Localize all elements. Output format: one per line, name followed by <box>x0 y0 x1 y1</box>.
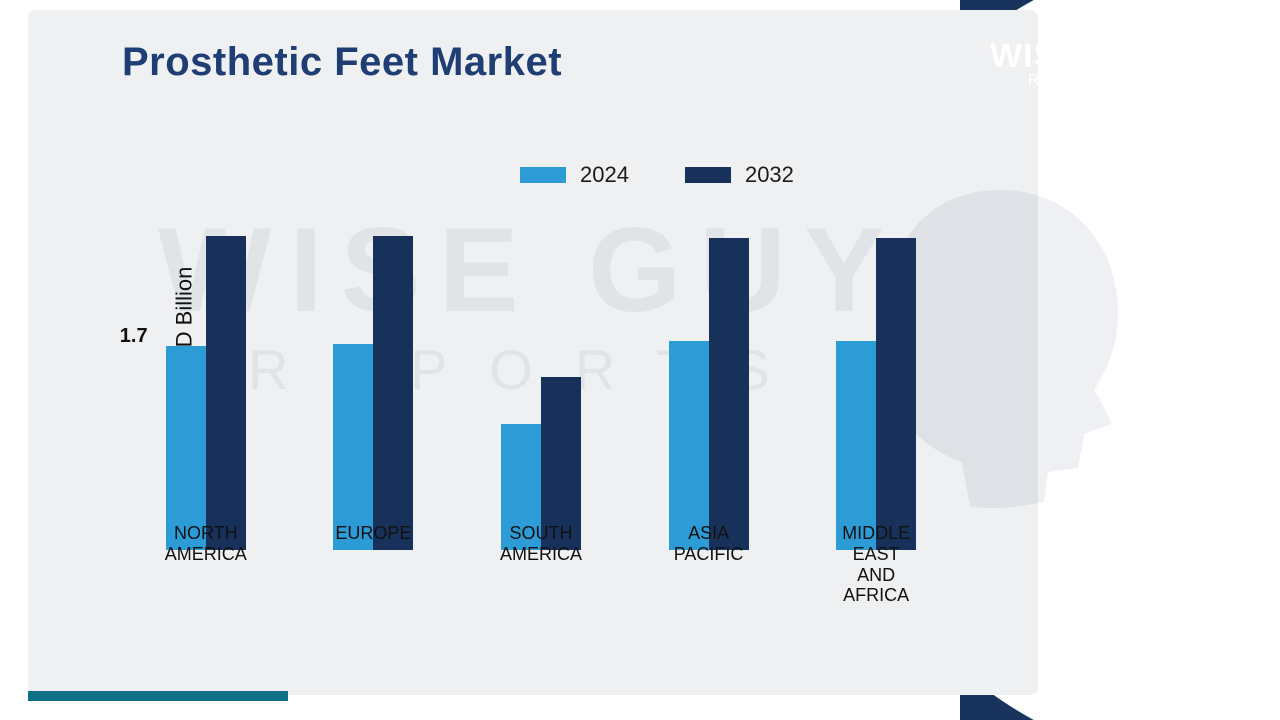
legend-item-2032: 2032 <box>685 162 794 188</box>
bar-group <box>669 238 749 550</box>
bar-chart: Market Size in USD Billion 1.7 NORTH AME… <box>100 190 960 600</box>
bar-2032 <box>206 236 246 550</box>
bar-group <box>333 236 413 550</box>
bar-2032 <box>709 238 749 550</box>
bar-group <box>836 238 916 550</box>
x-axis-category-label: ASIA PACIFIC <box>649 523 769 606</box>
x-axis-labels: NORTH AMERICA EUROPE SOUTH AMERICA ASIA PAC… <box>122 523 960 606</box>
x-axis-category-label: SOUTH AMERICA <box>481 523 601 606</box>
bar-2024 <box>166 346 206 550</box>
brand-line1: WISE GUY <box>990 37 1168 76</box>
bar-value-label: 1.7 <box>120 325 148 348</box>
legend-swatch-2024 <box>520 167 566 183</box>
chart-title: Prosthetic Feet Market <box>122 40 562 85</box>
bar-2032 <box>876 238 916 550</box>
plot-area: 1.7 <box>122 190 960 550</box>
bar-2032 <box>373 236 413 550</box>
x-axis-category-label: NORTH AMERICA <box>146 523 266 606</box>
stage: WISE GUY REPORTS Prosthetic Feet Market … <box>0 0 1280 720</box>
bar-groups: 1.7 <box>122 190 960 550</box>
bar-group: 1.7 <box>166 236 246 550</box>
legend-item-2024: 2024 <box>520 162 629 188</box>
legend-label-2024: 2024 <box>580 162 629 188</box>
bar-2024 <box>669 341 709 550</box>
brand-logo: WISE GUY REPORTS <box>990 24 1244 102</box>
x-axis-category-label: EUROPE <box>313 523 433 606</box>
bar-2024 <box>333 344 373 550</box>
card-bottom-accent <box>28 691 288 701</box>
legend-label-2032: 2032 <box>745 162 794 188</box>
brand-head-icon <box>1174 24 1244 102</box>
bar-2024 <box>836 341 876 550</box>
legend: 2024 2032 <box>520 162 794 188</box>
x-axis-category-label: MIDDLE EAST AND AFRICA <box>816 523 936 606</box>
legend-swatch-2032 <box>685 167 731 183</box>
